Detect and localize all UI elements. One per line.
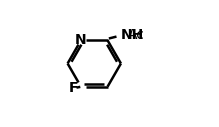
Text: Ac: Ac [128, 28, 145, 42]
Text: NH: NH [121, 28, 144, 42]
Text: N: N [75, 33, 87, 47]
Text: F: F [69, 81, 79, 95]
